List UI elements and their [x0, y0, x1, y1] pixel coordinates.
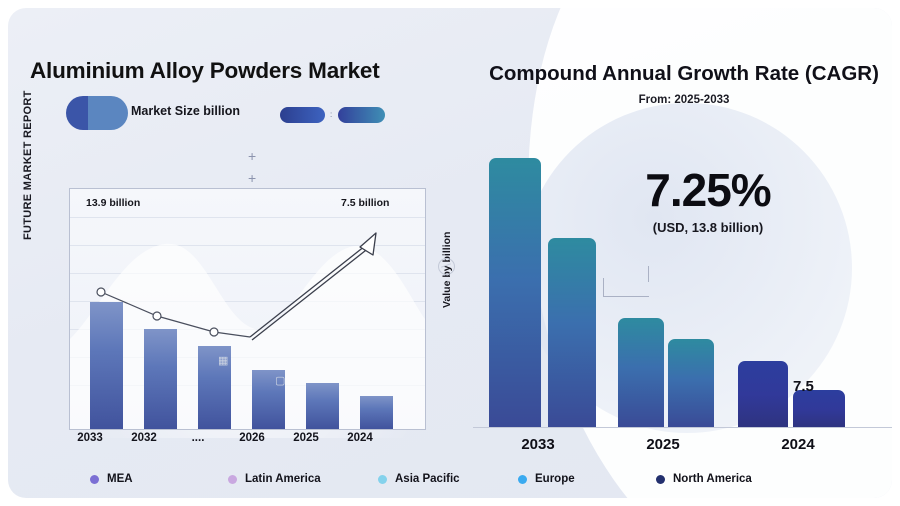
bar-2024-secondary [793, 390, 845, 428]
cagr-value: 7.25% [645, 164, 771, 216]
cagr-usd-value: (USD, 13.8 billion) [652, 220, 764, 235]
twin-pill-icons: : [280, 107, 385, 123]
gridline [70, 301, 425, 302]
faint-circle-icon [438, 258, 455, 275]
bar-2033 [90, 302, 123, 429]
legend-item-asia-pacific: Asia Pacific [378, 473, 460, 485]
rtick-2024: 2024 [781, 436, 815, 453]
market-size-legend-label: Market Size billion [131, 104, 241, 118]
legend-label-asia-pacific: Asia Pacific [395, 473, 460, 485]
bar-2032 [144, 329, 177, 429]
bar-2025-secondary [668, 339, 714, 428]
bar-2033-secondary [548, 238, 596, 428]
bar-2024-value-label: 7.5 [793, 378, 814, 395]
plus-icon-1: + [248, 148, 257, 164]
rtick-2025: 2025 [646, 436, 680, 453]
legend-item-latin-america: Latin America [228, 473, 321, 485]
legend-dot-north-america [656, 474, 665, 484]
decorative-bracket-tick [648, 266, 649, 282]
xtick-2025: 2025 [293, 432, 319, 444]
bar-dots [198, 346, 231, 429]
pill-separator: : [330, 110, 333, 119]
cagr-title: Compound Annual Growth Rate (CAGR) [489, 62, 879, 85]
decorative-bracket [603, 278, 649, 297]
legend-label-mea: MEA [107, 473, 133, 485]
legend-item-europe: Europe [518, 473, 575, 485]
legend-dot-mea [90, 474, 99, 484]
legend-dot-latin-america [228, 474, 237, 484]
bar-2033-primary [489, 158, 541, 428]
bar-2026 [252, 370, 285, 429]
right-panel: Compound Annual Growth Rate (CAGR) From:… [441, 8, 892, 498]
infographic-card: Aluminium Alloy Powders Market Market Si… [8, 8, 892, 498]
region-legend: MEA Latin America Asia Pacific Europe No… [8, 470, 892, 498]
left-panel: Aluminium Alloy Powders Market Market Si… [8, 8, 463, 498]
trend-arrow-overlay [96, 232, 377, 341]
xtick-2026: 2026 [239, 432, 265, 444]
chart-baseline [473, 427, 892, 428]
rtick-2033: 2033 [521, 436, 555, 453]
market-size-chart: ▦ ▢ [69, 188, 426, 430]
bar-2025 [306, 383, 339, 429]
pill-icon-primary [280, 107, 325, 123]
xtick-2032: 2032 [131, 432, 157, 444]
legend-dot-europe [518, 474, 527, 484]
xtick-2024: 2024 [347, 432, 373, 444]
legend-label-north-america: North America [673, 473, 752, 485]
bar-2025-primary [618, 318, 664, 428]
legend-item-north-america: North America [656, 473, 752, 485]
chart-start-value-label: 13.9 billion [86, 197, 141, 209]
legend-label-latin-america: Latin America [245, 473, 321, 485]
gridline [70, 245, 425, 246]
page-title: Aluminium Alloy Powders Market [30, 58, 380, 83]
cagr-period: From: 2025-2033 [638, 94, 730, 106]
gridline [70, 217, 425, 218]
xtick-dots: .... [191, 432, 205, 444]
plus-icon-2: + [248, 170, 257, 186]
xtick-2033: 2033 [77, 432, 103, 444]
value-axis-label: Value by billion [441, 231, 453, 308]
pill-icon-secondary [338, 107, 385, 123]
chart-end-value-label: 7.5 billion [341, 197, 390, 209]
market-size-pill-icon [66, 96, 128, 130]
gridline [70, 273, 425, 274]
faint-calendar-icon: ▦ [218, 355, 229, 367]
faint-square-icon: ▢ [275, 375, 286, 387]
cagr-bar-group [463, 8, 892, 428]
legend-label-europe: Europe [535, 473, 575, 485]
future-market-report-label: FUTURE MARKET REPORT [22, 90, 34, 240]
legend-dot-asia-pacific [378, 474, 387, 484]
bar-2024 [360, 396, 393, 429]
bar-2024-primary [738, 361, 788, 428]
legend-item-mea: MEA [90, 473, 133, 485]
pill-right-half [88, 96, 128, 130]
